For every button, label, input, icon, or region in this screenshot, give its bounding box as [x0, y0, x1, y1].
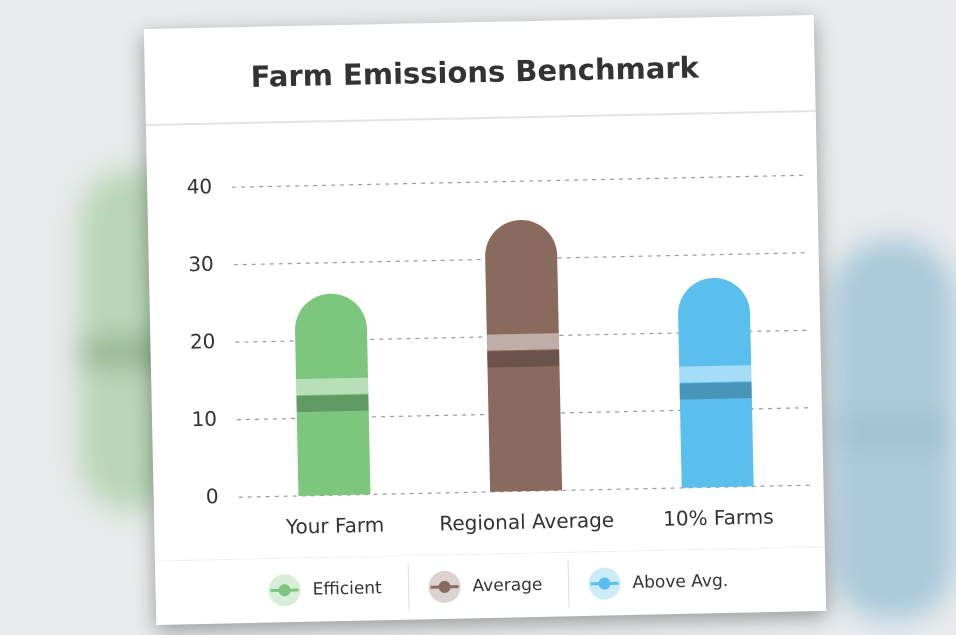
y-tick-label: 10	[191, 407, 217, 432]
x-tick-label: 10% Farms	[663, 505, 774, 531]
legend-label: Average	[472, 575, 542, 596]
bar	[678, 277, 754, 488]
title-divider	[145, 110, 816, 127]
y-tick-label: 20	[190, 329, 216, 354]
legend-icon-dot	[598, 577, 611, 590]
x-tick-label: Regional Average	[439, 508, 614, 536]
bar-stripe	[487, 350, 560, 368]
bar	[295, 293, 371, 496]
x-tick-label: Your Farm	[285, 513, 385, 539]
chart-title: Farm Emissions Benchmark	[250, 50, 700, 93]
chart: Farm Emissions Benchmark 0 10 20 30 40 Your F…	[145, 50, 825, 612]
bar-stripe	[679, 365, 752, 383]
bar-stripe	[296, 394, 369, 413]
grid-line	[233, 252, 809, 266]
legend-icon-dot	[278, 584, 291, 597]
legend-label: Efficient	[312, 578, 382, 599]
legend-icon-dot	[438, 580, 451, 593]
grid-line	[232, 174, 808, 188]
bar-stripe	[679, 382, 752, 400]
legend-separator	[567, 560, 570, 609]
bar	[485, 220, 563, 492]
bar-stripe	[486, 333, 560, 351]
y-tick-label: 40	[186, 174, 212, 199]
legend-label: Above Avg.	[632, 571, 728, 593]
y-tick-label: 30	[188, 252, 214, 277]
chart-card: Farm Emissions Benchmark 0 10 20 30 40 Your F…	[143, 15, 827, 625]
legend-divider	[154, 546, 825, 562]
legend-separator	[407, 563, 410, 612]
y-tick-label: 0	[206, 484, 219, 508]
bar-stripe	[296, 377, 369, 396]
